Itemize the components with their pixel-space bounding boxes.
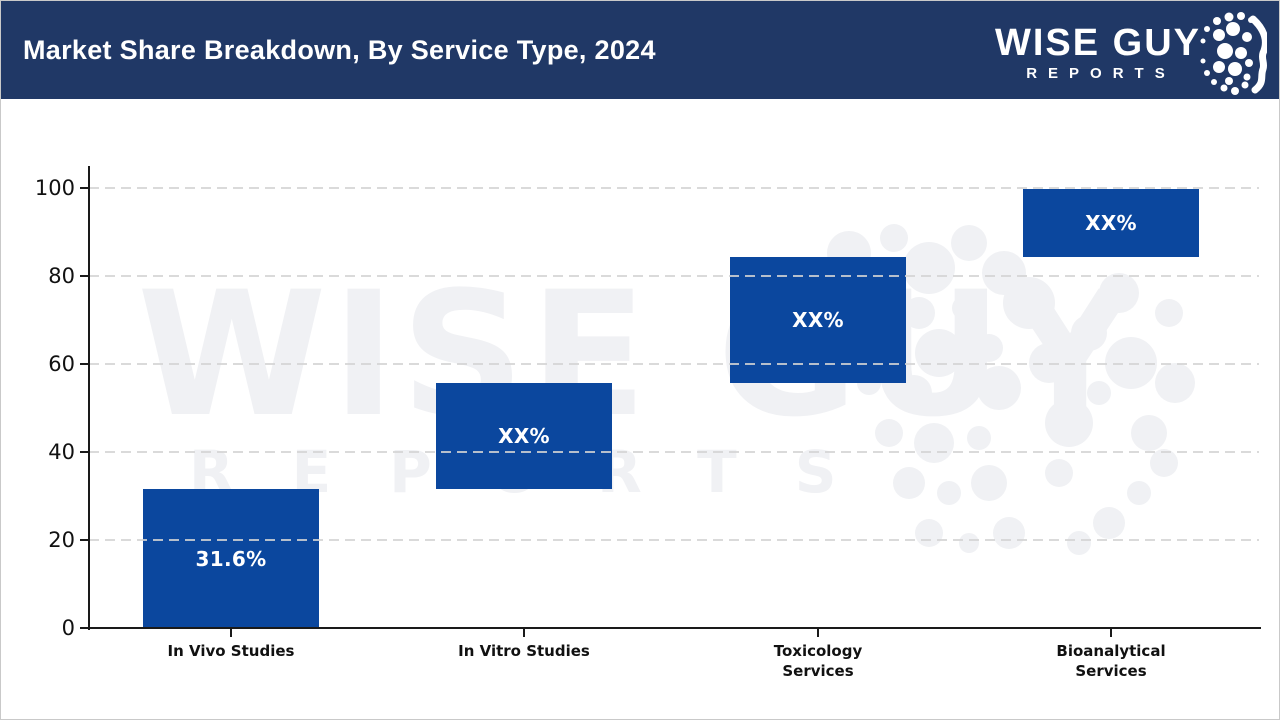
bar-value-label: XX% (498, 424, 550, 448)
logo-wordmark: WISE GUY REPORTS (994, 21, 1201, 83)
waterfall-bar: XX% (1023, 189, 1199, 257)
gridline (89, 275, 1259, 277)
y-tick-label: 60 (48, 352, 75, 376)
logo-wordmark-line2: REPORTS (1026, 65, 1176, 83)
y-axis-tick (80, 451, 89, 453)
y-axis-line (88, 166, 90, 630)
waterfall-bar: XX% (730, 257, 906, 383)
wiseguy-logo: WISE GUY REPORTS (995, 11, 1267, 95)
x-category-label: Toxicology Services (773, 642, 863, 681)
x-axis-line (88, 627, 1261, 629)
waterfall-bar: XX% (436, 383, 612, 489)
bar-value-label: XX% (792, 308, 844, 332)
gridline (89, 539, 1259, 541)
y-axis-tick (80, 627, 89, 629)
y-axis-tick (80, 187, 89, 189)
x-category-label: In Vivo Studies (167, 642, 295, 660)
y-tick-label: 40 (48, 440, 75, 464)
y-axis-tick (80, 275, 89, 277)
header-bar: Market Share Breakdown, By Service Type,… (1, 1, 1279, 99)
x-axis-tick (523, 629, 525, 637)
x-axis-tick (1110, 629, 1112, 637)
y-tick-label: 0 (61, 616, 75, 640)
gridline (89, 363, 1259, 365)
y-tick-label: 80 (48, 264, 75, 288)
y-axis-tick (80, 539, 89, 541)
x-category-label: Bioanalytical Services (1056, 642, 1166, 681)
bar-value-label: 31.6% (195, 546, 267, 571)
y-tick-label: 100 (34, 176, 75, 200)
logo-face-icon (1200, 12, 1267, 95)
logo-wordmark-line1: WISE GUY (994, 21, 1201, 64)
gridline (89, 187, 1259, 189)
waterfall-bar: 31.6% (143, 489, 319, 628)
chart-title: Market Share Breakdown, By Service Type,… (23, 34, 656, 65)
x-axis-tick (817, 629, 819, 637)
gridline (89, 451, 1259, 453)
y-tick-label: 20 (48, 528, 75, 552)
x-axis-tick (230, 629, 232, 637)
x-category-label: In Vitro Studies (458, 642, 590, 660)
bar-value-label: XX% (1085, 211, 1137, 235)
y-axis-tick (80, 363, 89, 365)
